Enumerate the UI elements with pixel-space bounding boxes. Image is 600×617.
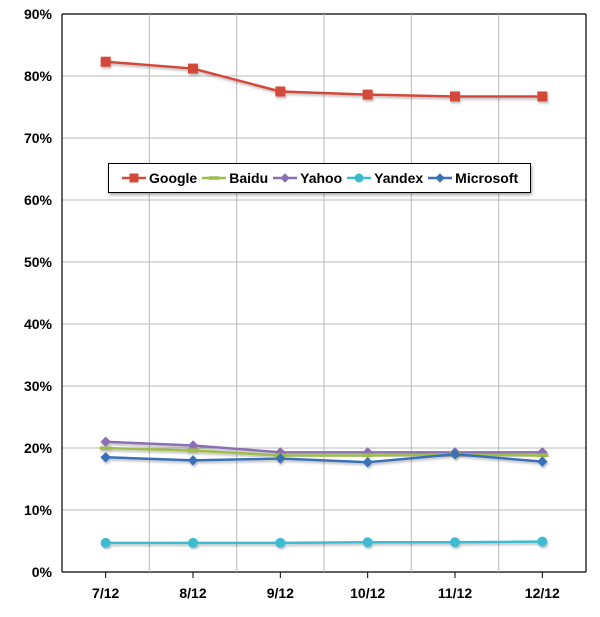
legend-swatch <box>427 171 453 185</box>
y-tick-label: 50% <box>24 254 53 270</box>
legend-item-yahoo: Yahoo <box>272 170 342 186</box>
y-tick-label: 80% <box>24 68 53 84</box>
legend-item-google: Google <box>121 170 197 186</box>
y-tick-label: 70% <box>24 130 53 146</box>
line-chart: 0% 10% 20% 30% 40% 50% 60% 70% 80% 90% 7/12 8/12 9/1… <box>0 0 600 617</box>
legend-label: Yahoo <box>300 170 342 186</box>
y-tick-label: 10% <box>24 502 53 518</box>
y-tick-label: 60% <box>24 192 53 208</box>
legend-item-microsoft: Microsoft <box>427 170 518 186</box>
legend-swatch <box>121 171 147 185</box>
y-tick-label: 90% <box>24 6 53 22</box>
legend: Google Baidu Yahoo Yandex Microsoft <box>108 163 531 193</box>
chart-svg: 0% 10% 20% 30% 40% 50% 60% 70% 80% 90% 7/12 8/12 9/1… <box>0 0 600 617</box>
legend-label: Baidu <box>229 170 268 186</box>
legend-swatch <box>346 171 372 185</box>
legend-swatch <box>272 171 298 185</box>
y-tick-label: 20% <box>24 440 53 456</box>
y-tick-label: 30% <box>24 378 53 394</box>
legend-item-yandex: Yandex <box>346 170 423 186</box>
x-tick-label: 7/12 <box>92 585 119 601</box>
legend-label: Yandex <box>374 170 423 186</box>
y-tick-label: 0% <box>32 564 53 580</box>
legend-item-baidu: Baidu <box>201 170 268 186</box>
x-tick-label: 9/12 <box>267 585 294 601</box>
x-tick-label: 11/12 <box>438 585 472 601</box>
x-tick-label: 10/12 <box>350 585 385 601</box>
x-tick-label: 12/12 <box>525 585 560 601</box>
legend-swatch <box>201 171 227 185</box>
legend-label: Microsoft <box>455 170 518 186</box>
legend-label: Google <box>149 170 197 186</box>
x-tick-label: 8/12 <box>179 585 206 601</box>
y-tick-label: 40% <box>24 316 53 332</box>
